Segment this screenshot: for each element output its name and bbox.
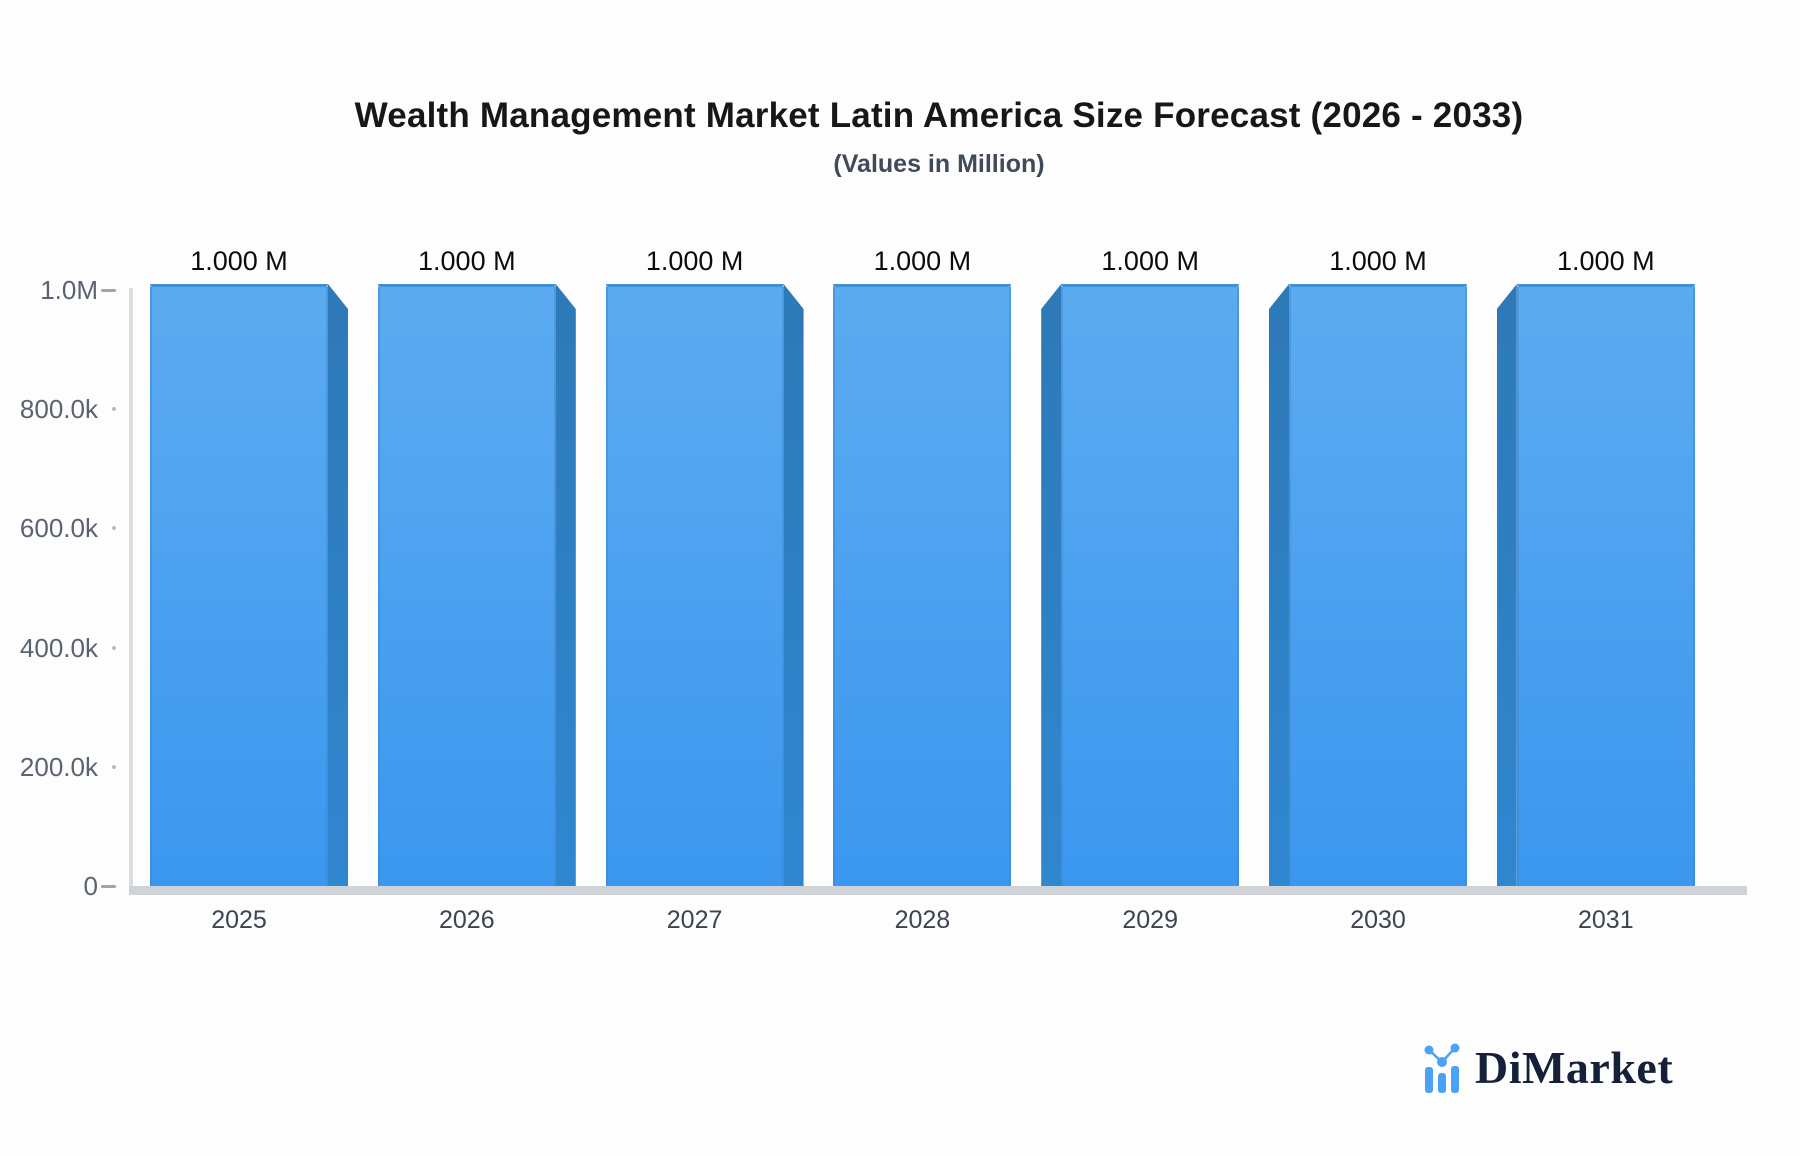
- x-axis-category-label: 2027: [666, 906, 723, 934]
- bar-2031[interactable]: [1496, 284, 1695, 886]
- bar-2027[interactable]: [605, 284, 804, 886]
- y-axis-tick-label: 400.0k: [19, 632, 98, 663]
- dimarket-logo: DiMarket: [1424, 1042, 1673, 1094]
- y-axis-tick-label: 1.0M: [40, 275, 98, 305]
- bar-2026[interactable]: [377, 284, 576, 886]
- bar-2028[interactable]: [833, 284, 1012, 886]
- bar-3d-edge: [1269, 284, 1289, 886]
- x-axis-category-label: 2031: [1577, 906, 1634, 934]
- bar-value-label: 1.000 M: [1557, 246, 1655, 276]
- bar-face: [1516, 284, 1695, 886]
- bar-3d-edge: [1041, 284, 1062, 886]
- bar-3d-edge: [555, 284, 576, 886]
- dimarket-logo-icon: [1424, 1043, 1460, 1093]
- bar-face: [377, 284, 556, 886]
- y-axis-tick-label: 200.0k: [19, 751, 98, 782]
- y-axis-tick-mark: [101, 884, 116, 888]
- x-axis-category-label: 2028: [894, 906, 951, 934]
- bar-3d-edge: [1496, 284, 1517, 886]
- y-axis-tick-dot: [112, 526, 116, 531]
- bar-3d-edge: [328, 284, 348, 886]
- dimarket-logo-text: DiMarket: [1475, 1042, 1674, 1093]
- y-axis-line: [129, 288, 133, 886]
- bar-value-label: 1.000 M: [645, 246, 744, 276]
- bar-value-label: 1.000 M: [873, 246, 972, 276]
- x-axis-category-label: 2030: [1350, 906, 1406, 934]
- bar-face: [833, 284, 1012, 886]
- chart-title: Wealth Management Market Latin America S…: [354, 96, 1524, 135]
- x-axis-category-label: 2026: [438, 906, 495, 934]
- bar-face: [1289, 284, 1467, 886]
- y-axis-tick-mark: [101, 288, 116, 292]
- bar-value-label: 1.000 M: [190, 246, 288, 276]
- bar-face: [1061, 284, 1240, 886]
- bar-face: [605, 284, 784, 886]
- x-axis-category-label: 2025: [211, 906, 267, 934]
- y-axis-tick-dot: [112, 764, 116, 769]
- chart-subtitle: (Values in Million): [833, 150, 1045, 178]
- y-axis-tick-dot: [112, 645, 116, 650]
- y-axis-tick-label: 800.0k: [19, 394, 98, 425]
- x-axis-category-label: 2029: [1122, 906, 1178, 934]
- bar-3d-edge: [783, 284, 804, 886]
- y-axis-tick-dot: [112, 407, 116, 412]
- x-axis-line: [129, 886, 1747, 895]
- y-axis-tick-label: 600.0k: [19, 513, 98, 544]
- bar-2025[interactable]: [150, 284, 348, 886]
- bar-2030[interactable]: [1269, 284, 1467, 886]
- y-axis-tick-label: 0: [83, 871, 98, 901]
- bar-value-label: 1.000 M: [418, 246, 516, 276]
- bar-2029[interactable]: [1041, 284, 1240, 886]
- bar-face: [150, 284, 328, 886]
- bar-value-label: 1.000 M: [1329, 246, 1427, 276]
- bar-value-label: 1.000 M: [1101, 246, 1199, 276]
